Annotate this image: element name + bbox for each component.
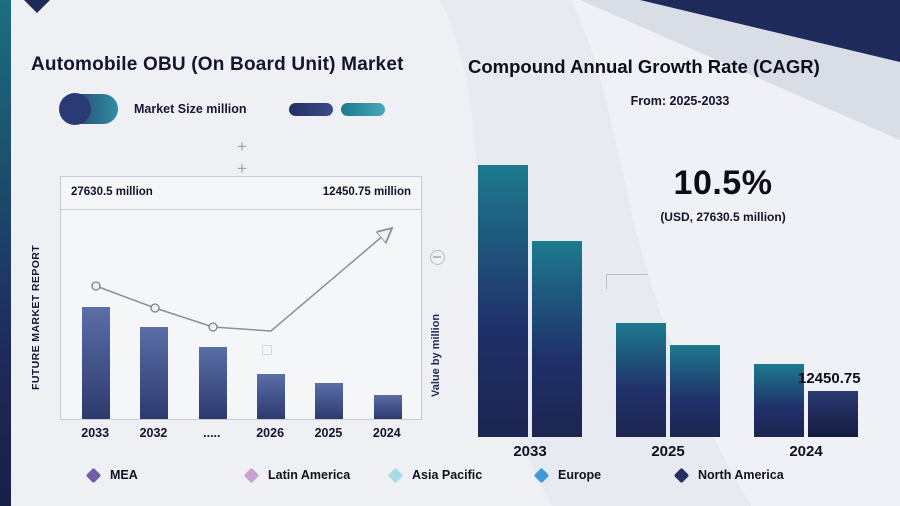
mini-pill-navy-icon: [288, 102, 333, 116]
market-size-bar-2032: [140, 327, 169, 419]
x-axis-label: 2032: [139, 426, 168, 440]
legend-diamond-icon: [533, 467, 550, 483]
bar-column: [125, 327, 183, 419]
right-chart-subtitle: From: 2025-2033: [630, 94, 730, 108]
market-size-bar-2024: [373, 395, 402, 419]
legend-diamond-icon: [85, 467, 102, 483]
trend-line-arrow: [91, 177, 423, 332]
square-decoration-icon: [262, 345, 272, 355]
bar-group-2024: [754, 364, 858, 437]
legend-diamond-icon: [243, 467, 260, 483]
legend-diamond-icon: [387, 467, 404, 483]
cagr-bar-2033-1: [478, 165, 528, 437]
plus-decoration-icon: +: [237, 159, 247, 178]
bar-column: [242, 374, 300, 419]
market-size-bar-2025: [315, 383, 344, 419]
chart-annotations: 27630.5 million 12450.75 million: [61, 177, 421, 210]
cagr-bar-2025-1: [616, 323, 666, 437]
cagr-value: 10.5%: [673, 164, 773, 202]
legend-item-mea: MEA: [85, 467, 138, 483]
bar-group-2025: [616, 323, 720, 437]
minus-circle-icon: [430, 250, 445, 265]
pill-circle-icon: [59, 93, 91, 125]
cagr-bar-2033-2: [532, 241, 582, 437]
market-size-label: Market Size million: [134, 102, 247, 116]
future-market-report-label: FUTURE MARKET REPORT: [30, 244, 42, 390]
bracket-decoration: [606, 274, 648, 289]
legend-item-asia-pacific: Asia Pacific: [387, 467, 483, 483]
value-by-million-label: Value by million: [430, 313, 442, 398]
x-axis-label: 2025: [651, 443, 685, 460]
cagr-caption: (USD, 27630.5 million): [660, 210, 786, 224]
market-size-chart: 27630.5 million 12450.75 million: [60, 176, 422, 420]
end-value-callout: 12450.75: [798, 370, 861, 387]
cagr-bar-2024-1: [754, 364, 804, 437]
x-axis-label: 2024: [789, 443, 823, 460]
legend-item-north-america: North America: [673, 467, 784, 483]
cagr-bar-2024-2: [808, 391, 858, 437]
bar-group-2033: [478, 165, 582, 437]
cagr-bar-2025-2: [670, 345, 720, 437]
legend-label: Latin America: [268, 468, 351, 482]
market-size-bars: [67, 301, 417, 419]
bar-column: [67, 307, 125, 419]
legend-diamond-icon: [673, 467, 690, 483]
x-axis-label: 2024: [372, 426, 401, 440]
legend-label: MEA: [110, 468, 138, 482]
legend-label: Asia Pacific: [412, 468, 483, 482]
bar-column: [359, 395, 417, 419]
left-chart-title: Automobile OBU (On Board Unit) Market: [31, 54, 404, 75]
legend-item-latin-america: Latin America: [243, 467, 351, 483]
cagr-x-axis: 2033 2025 2024: [478, 443, 858, 460]
start-value-label: 27630.5 million: [71, 186, 153, 198]
market-size-x-axis: 2033 2032..... 2026 2025 2024: [66, 426, 416, 440]
market-size-bar-2033: [82, 307, 111, 419]
market-size-bar-.....: [198, 347, 227, 419]
market-size-pill-icon: [59, 93, 118, 125]
x-axis-label: 2033: [81, 426, 110, 440]
mini-pill-teal-icon: [340, 102, 385, 116]
legend-label: Europe: [558, 468, 602, 482]
plus-decoration-icon: +: [237, 137, 247, 156]
bar-column: [184, 347, 242, 419]
market-size-legend: Market Size million: [59, 93, 385, 125]
bar-column: [300, 383, 358, 419]
legend-item-europe: Europe: [533, 467, 602, 483]
cagr-bars: [478, 160, 858, 437]
market-size-bar-2026: [257, 374, 286, 419]
cagr-stat: 10.5% (USD, 27630.5 million): [608, 164, 838, 224]
legend-label: North America: [698, 468, 784, 482]
right-chart-title: Compound Annual Growth Rate (CAGR): [468, 56, 820, 77]
x-axis-label: .....: [203, 426, 221, 440]
x-axis-label: 2033: [513, 443, 547, 460]
left-edge-bar: [0, 0, 11, 506]
end-value-label: 12450.75 million: [322, 186, 411, 198]
x-axis-label: 2026: [256, 426, 285, 440]
x-axis-label: 2025: [314, 426, 343, 440]
